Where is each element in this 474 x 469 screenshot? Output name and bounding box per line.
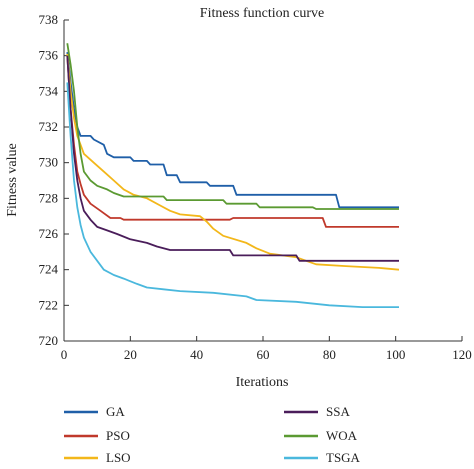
legend-label-pso: PSO [106,428,130,443]
y-tick-label: 734 [39,83,59,98]
chart-title: Fitness function curve [200,6,324,21]
series-line-pso [66,55,399,228]
y-axis-title: Fitness value [5,143,20,217]
y-tick-label: 720 [39,333,59,348]
legend-label-ga: GA [106,404,125,419]
series-line-tsga [66,82,399,308]
y-tick-label: 726 [39,226,59,241]
legend-label-tsga: TSGA [326,450,361,465]
series-line-ga [66,52,399,209]
x-tick-label: 20 [124,347,137,362]
legend-label-ssa: SSA [326,404,350,419]
legend: GA PSO LSO SSA WOA TSGA [64,404,361,465]
x-tick-label: 80 [323,347,336,362]
x-tick-label: 60 [257,347,270,362]
y-tick-label: 730 [39,155,59,170]
plot-area: 0 20 40 60 80 100 120 720 722 724 726 728 730 732 734 7… [39,12,472,362]
legend-label-woa: WOA [326,428,358,443]
y-tick-label: 738 [39,12,59,27]
series-line-woa [66,43,399,210]
y-tick-label: 732 [39,119,59,134]
y-tick-label: 724 [39,262,59,277]
x-axis-title: Iterations [236,375,289,390]
x-tick-label: 120 [452,347,472,362]
series-line-lso [66,53,400,271]
series-line-ssa [66,55,399,262]
y-tick-label: 728 [39,190,59,205]
x-tick-label: 0 [61,347,68,362]
y-tick-label: 736 [39,48,59,63]
y-tick-label: 722 [39,297,59,312]
x-tick-label: 100 [386,347,406,362]
legend-label-lso: LSO [106,450,131,465]
x-tick-label: 40 [190,347,203,362]
